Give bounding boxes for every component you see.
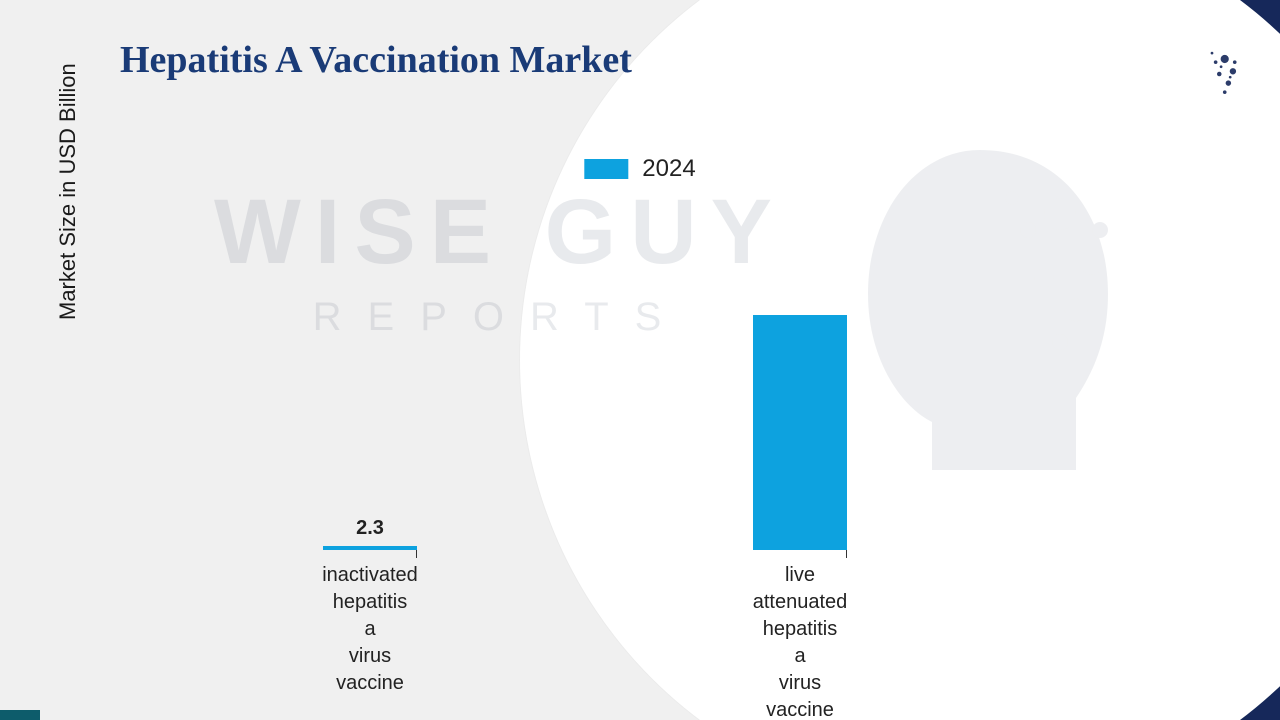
bar-label-live_attenuated: liveattenuatedhepatitisavirusvaccine	[730, 562, 870, 720]
brand-line1: WISE GUY	[1006, 22, 1172, 52]
tick-live_attenuated	[846, 550, 847, 558]
tick-inactivated	[416, 550, 417, 558]
y-axis-label: Market Size in USD Billion	[55, 63, 81, 320]
bar-live_attenuated	[753, 315, 847, 550]
brand-logo: WISE GUY REPORTS	[1006, 22, 1252, 69]
stage: WISE GUY REPORTS Hepatitis A Vaccination…	[0, 0, 1280, 720]
bar-inactivated	[323, 546, 417, 550]
brand-line2: REPORTS	[1006, 56, 1172, 69]
bar-chart: 2.3inactivatedhepatitisavirusvaccinelive…	[150, 130, 1010, 550]
bar-value-inactivated: 2.3	[356, 517, 384, 540]
chart-title: Hepatitis A Vaccination Market	[120, 38, 632, 82]
plot-area: 2.3inactivatedhepatitisavirusvaccinelive…	[150, 130, 1010, 550]
footer-accent	[0, 710, 40, 720]
bar-label-inactivated: inactivatedhepatitisavirusvaccine	[300, 562, 440, 697]
